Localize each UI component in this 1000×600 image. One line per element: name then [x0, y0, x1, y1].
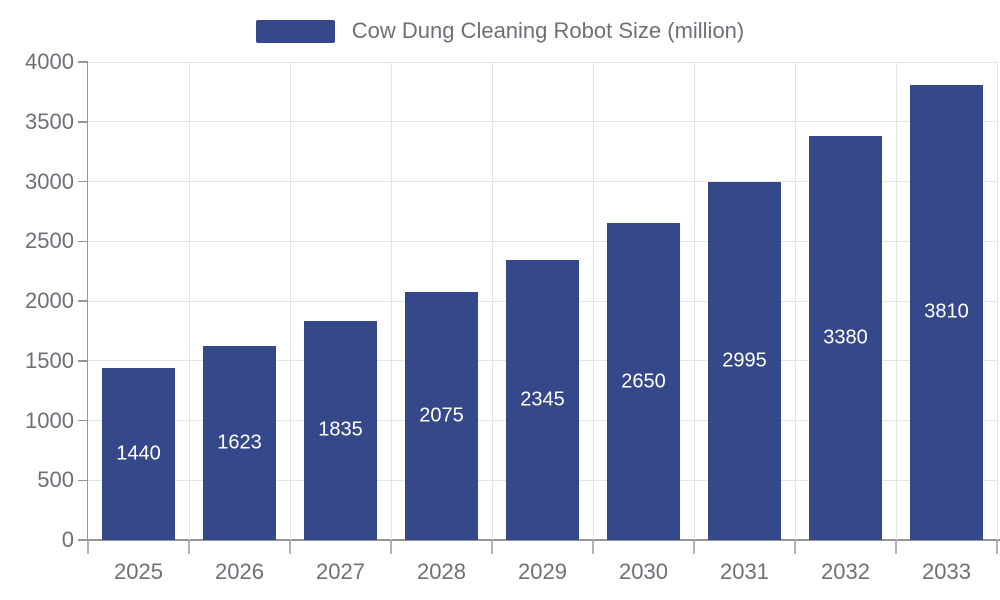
legend-label: Cow Dung Cleaning Robot Size (million): [351, 18, 745, 43]
bar[interactable]: 2995: [708, 182, 781, 540]
y-axis-label: 4000: [25, 49, 74, 74]
x-axis-tick: [996, 541, 998, 554]
x-axis-tick: [895, 541, 897, 554]
h-gridline: [88, 240, 997, 242]
bar-value-label: 2995: [722, 349, 767, 372]
v-gridline: [895, 62, 897, 540]
v-gridline: [592, 62, 594, 540]
y-axis-label: 2000: [25, 288, 74, 313]
y-axis-tick: [78, 479, 88, 481]
x-axis-tick: [693, 541, 695, 554]
bar[interactable]: 1440: [102, 367, 175, 540]
h-gridline: [88, 181, 997, 182]
x-axis-tick: [794, 541, 796, 554]
y-axis-tick: [78, 61, 88, 63]
x-axis-label: 2032: [821, 559, 870, 584]
x-axis-tick: [390, 541, 392, 554]
x-axis-tick: [188, 541, 190, 554]
plot-area: 1440 1623 1835 2075 2345 2650 2995 3380 3810: [88, 61, 998, 540]
v-gridline: [390, 62, 392, 540]
h-gridline: [88, 61, 997, 63]
bar[interactable]: 2345: [506, 259, 579, 540]
v-gridline: [996, 62, 998, 540]
y-axis-label: 1000: [25, 407, 74, 433]
x-axis-label: 2029: [518, 559, 567, 584]
v-gridline: [289, 62, 291, 540]
y-axis-label: 0: [61, 527, 74, 552]
bar-value-label: 1623: [217, 431, 262, 454]
bar[interactable]: 1835: [304, 320, 377, 540]
y-axis-tick: [78, 300, 88, 302]
bar-value-label: 1440: [116, 442, 161, 465]
y-axis-label: 3500: [25, 108, 74, 134]
y-axis-tick: [78, 121, 88, 123]
x-axis-tick: [87, 541, 89, 554]
bar[interactable]: 2075: [405, 292, 478, 540]
bar[interactable]: 1623: [203, 346, 276, 540]
bar-value-label: 2345: [520, 388, 565, 411]
bar[interactable]: 2650: [607, 223, 680, 540]
x-axis-label: 2031: [720, 559, 769, 584]
bar-value-label: 3810: [924, 300, 969, 323]
legend-item[interactable]: Cow Dung Cleaning Robot Size (million): [0, 18, 1000, 44]
x-axis-tick: [592, 541, 594, 554]
y-axis-label: 1500: [25, 347, 74, 373]
bar[interactable]: 3810: [910, 84, 983, 540]
bar-value-label: 3380: [823, 326, 868, 349]
x-axis-label: 2025: [114, 559, 163, 584]
x-axis-label: 2028: [417, 559, 466, 584]
y-axis-tick: [78, 419, 88, 422]
v-gridline: [693, 62, 695, 540]
x-axis-tick: [491, 541, 493, 554]
v-gridline: [491, 62, 493, 540]
x-axis-label: 2030: [619, 559, 668, 584]
y-axis-tick: [78, 360, 88, 362]
x-axis-line: [78, 539, 1000, 541]
h-gridline: [88, 121, 997, 123]
y-axis-tick: [78, 240, 88, 242]
bar-value-label: 2650: [621, 370, 666, 393]
y-axis-label: 2500: [25, 228, 74, 254]
v-gridline: [794, 62, 796, 540]
x-axis-label: 2033: [922, 559, 971, 584]
x-axis-label: 2026: [215, 559, 264, 584]
legend-swatch: [255, 19, 335, 43]
y-axis-label: 3000: [25, 168, 74, 194]
bar[interactable]: 3380: [809, 136, 882, 540]
x-axis-tick: [289, 541, 291, 554]
v-gridline: [188, 62, 190, 540]
y-axis-label: 500: [37, 467, 74, 493]
y-axis-tick: [78, 539, 88, 541]
bar-value-label: 1835: [318, 418, 363, 441]
bar-value-label: 2075: [419, 404, 464, 427]
y-axis-tick: [78, 180, 88, 183]
x-axis-label: 2027: [316, 559, 365, 584]
